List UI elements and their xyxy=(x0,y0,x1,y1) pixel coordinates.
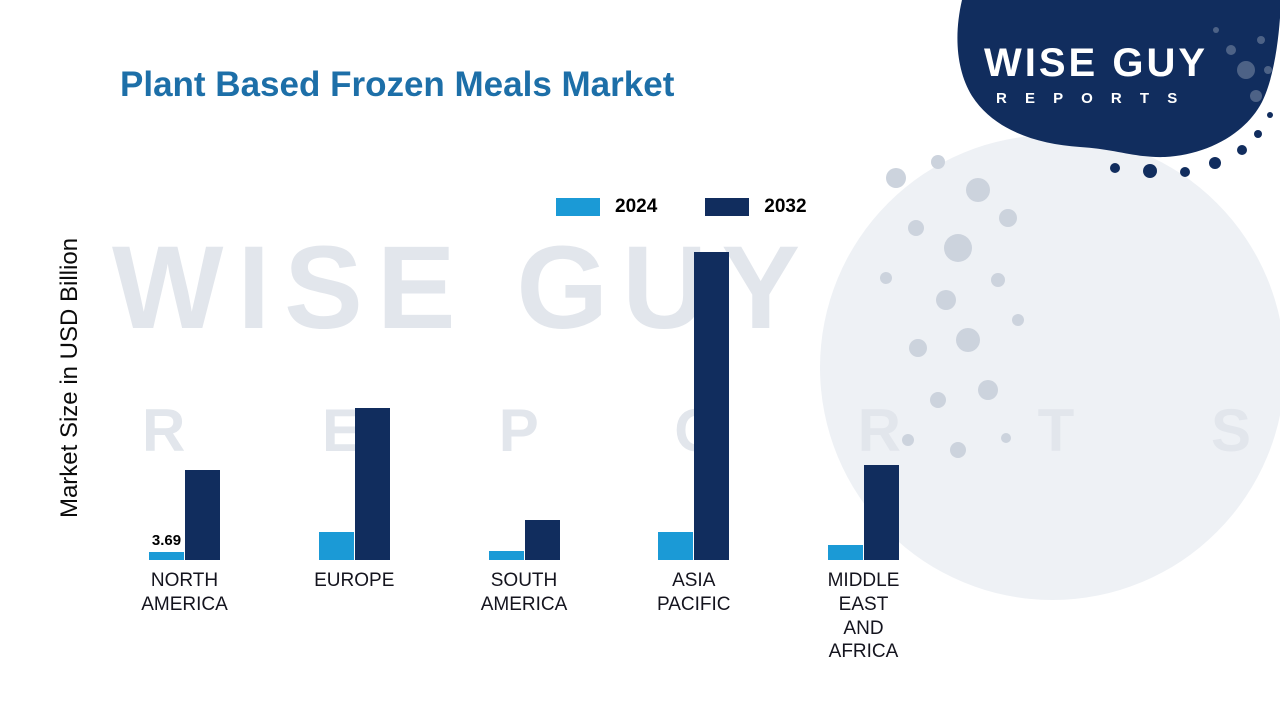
bar-pair xyxy=(488,520,560,560)
bar-group-1: 3.69 NORTH AMERICA xyxy=(141,252,228,615)
bar-group-2: EUROPE xyxy=(314,252,394,591)
category-label: EUROPE xyxy=(314,570,395,591)
bar-2032-3 xyxy=(524,520,560,560)
decorative-dots xyxy=(880,155,1024,458)
bar-2032-5 xyxy=(864,465,899,560)
category-label: NORTH AMERICA xyxy=(141,570,228,615)
legend-swatch-2024 xyxy=(556,198,600,216)
legend-swatch-2032 xyxy=(705,198,750,216)
page-title: Plant Based Frozen Meals Market xyxy=(120,65,675,105)
bar-group-3: SOUTH AMERICA xyxy=(481,252,567,615)
bar-2024-3 xyxy=(488,551,524,560)
y-axis-label: Market Size in USD Billion xyxy=(56,237,83,519)
legend-item-2024: 2024 xyxy=(556,196,657,218)
logo-subtext: R E P O R T S xyxy=(996,90,1184,107)
bar-2032-1 xyxy=(185,470,220,560)
bar-pair: 3.69 xyxy=(149,470,220,560)
logo-face-dots xyxy=(1213,27,1272,102)
bar-2024-2 xyxy=(318,532,354,560)
legend-item-2032: 2032 xyxy=(705,196,807,218)
logo-dissolve-dots xyxy=(1110,112,1273,178)
bar-2024-1: 3.69 xyxy=(149,532,184,560)
bar-pair xyxy=(828,465,899,560)
bar-2032-2 xyxy=(354,408,390,560)
logo-background-shape xyxy=(957,0,1280,158)
chart-legend: 2024 2032 xyxy=(556,196,807,218)
category-label: SOUTH AMERICA xyxy=(480,570,568,615)
bar-2032-4 xyxy=(694,252,730,560)
category-label: MIDDLE EAST AND AFRICA xyxy=(827,570,900,663)
bar-2024-4 xyxy=(658,532,694,560)
legend-label-2024: 2024 xyxy=(615,196,658,217)
bar-group-4: ASIA PACIFIC xyxy=(657,252,731,615)
wise-guy-reports-logo: WISE GUY R E P O R T S xyxy=(957,0,1280,178)
category-label: ASIA PACIFIC xyxy=(656,570,731,615)
bar-pair xyxy=(658,252,730,560)
watermark-wordmark: WISE GUY xyxy=(112,222,815,354)
bar-group-5: MIDDLE EAST AND AFRICA xyxy=(828,252,899,662)
bar-chart: 3.69 NORTH AMERICA EUROPE SOUTH AMERICA ASIA… xyxy=(141,252,899,662)
bar-2024-5 xyxy=(828,545,863,560)
bar-value-label: 3.69 xyxy=(151,532,182,549)
bar-pair xyxy=(318,408,390,560)
logo-wordmark: WISE GUY xyxy=(984,41,1208,85)
legend-label-2032: 2032 xyxy=(764,196,807,217)
